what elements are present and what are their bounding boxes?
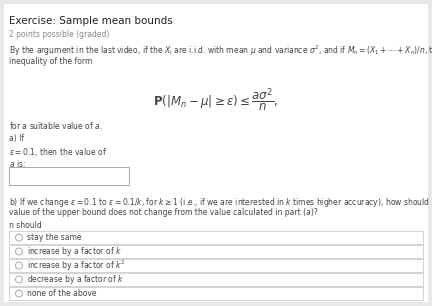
Text: $\epsilon = 0.1$, then the value of: $\epsilon = 0.1$, then the value of — [9, 146, 107, 158]
Bar — [9, 287, 423, 300]
Text: decrease by a factor of $k$: decrease by a factor of $k$ — [27, 273, 124, 286]
Text: inequality of the form: inequality of the form — [9, 57, 92, 66]
Text: 2 points possible (graded): 2 points possible (graded) — [9, 30, 109, 39]
Text: stay the same: stay the same — [27, 233, 82, 242]
Text: By the argument in the last video, if the $X_i$ are i.i.d. with mean $\mu$ and v: By the argument in the last video, if th… — [9, 44, 432, 58]
Text: none of the above: none of the above — [27, 289, 96, 298]
Text: increase by a factor of $k$: increase by a factor of $k$ — [27, 245, 122, 258]
Text: $\mathbf{P}(|M_n - \mu| \geq \epsilon) \leq \dfrac{a\sigma^2}{n},$: $\mathbf{P}(|M_n - \mu| \geq \epsilon) \… — [153, 87, 279, 114]
Text: for a suitable value of $a$.: for a suitable value of $a$. — [9, 120, 103, 131]
Text: value of the upper bound does not change from the value calculated in part (a)?: value of the upper bound does not change… — [9, 208, 318, 217]
Text: Exercise: Sample mean bounds: Exercise: Sample mean bounds — [9, 16, 173, 26]
Text: increase by a factor of $k^2$: increase by a factor of $k^2$ — [27, 258, 125, 273]
Text: a) If: a) If — [9, 134, 24, 143]
Bar — [9, 273, 423, 286]
Bar — [9, 259, 423, 272]
Bar — [9, 231, 423, 244]
Text: b) If we change $\epsilon = 0.1$ to $\epsilon = 0.1/k$, for $k \geq 1$ (i.e., if: b) If we change $\epsilon = 0.1$ to $\ep… — [9, 196, 432, 209]
Text: n should: n should — [9, 221, 42, 230]
Bar — [9, 245, 423, 258]
Text: $a$ is:: $a$ is: — [9, 158, 26, 169]
Bar — [9, 167, 129, 185]
